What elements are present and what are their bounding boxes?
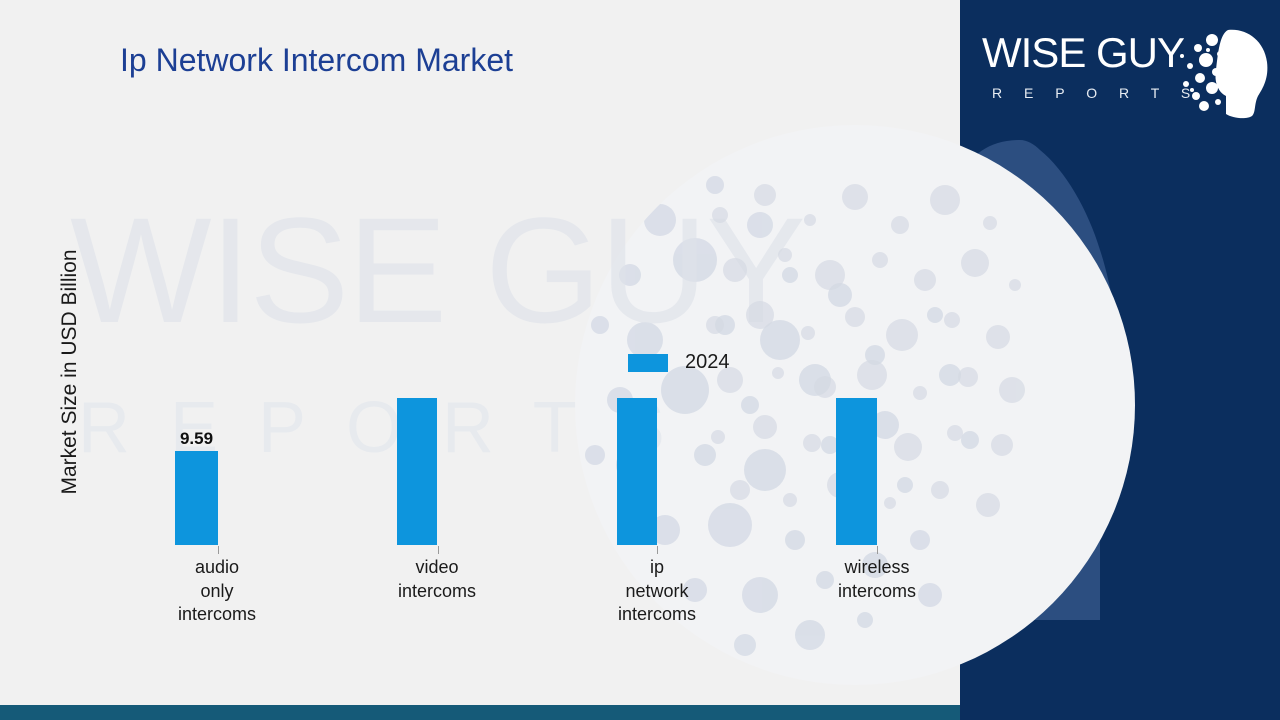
- x-axis-label-line: intercoms: [837, 580, 917, 601]
- logo-wordmark: WISE GUY: [982, 29, 1185, 76]
- x-axis-tick: [657, 546, 658, 554]
- bar-wireless-intercoms: [836, 398, 877, 545]
- bar-ip-network-intercoms: [617, 398, 657, 545]
- logo-tagline: R E P O R T S: [992, 85, 1200, 101]
- bar-rect: [836, 398, 877, 545]
- x-axis-label-line: audio: [194, 557, 240, 577]
- page-title: Ip Network Intercom Market: [120, 42, 513, 78]
- bar-value-label: 9.59: [179, 429, 214, 448]
- x-axis-label-line: only: [200, 580, 234, 601]
- x-axis-label-wireless-intercoms: wireless intercoms: [782, 556, 972, 603]
- x-axis-label-line: video: [415, 557, 459, 577]
- x-axis-tick: [877, 546, 878, 554]
- bar-rect: [175, 451, 218, 545]
- x-axis-label-line: intercoms: [397, 580, 477, 601]
- footer-accent-bar: [0, 705, 960, 720]
- x-axis-label-line: network: [625, 580, 689, 601]
- legend-label-2024: 2024: [685, 351, 730, 373]
- x-axis-label-ip-network-intercoms: ip network intercoms: [562, 556, 752, 627]
- bar-video-intercoms: [397, 398, 437, 545]
- x-axis-label-line: intercoms: [177, 604, 257, 624]
- x-axis-label-line: intercoms: [617, 604, 697, 624]
- x-axis-label-line: ip: [649, 557, 664, 577]
- legend-swatch-2024: [628, 353, 668, 372]
- plot-area: Market Size in USD Billion 9.59 audio on…: [58, 249, 916, 627]
- x-axis-tick: [218, 546, 219, 554]
- bar-audio-only-intercoms: 9.59: [175, 429, 218, 545]
- brand-logo: WISE GUY R E P O R T S: [978, 28, 1268, 119]
- x-axis-label-audio-only-intercoms: audio only intercoms: [122, 556, 312, 627]
- x-axis-tick: [438, 546, 439, 554]
- bar-rect: [617, 398, 657, 545]
- bar-rect: [397, 398, 437, 545]
- y-axis-label: Market Size in USD Billion: [58, 249, 81, 495]
- chart-legend: 2024: [628, 351, 730, 374]
- logo-face-icon: [1180, 29, 1268, 119]
- x-axis-label-video-intercoms: video intercoms: [342, 556, 532, 603]
- x-axis-label-line: wireless: [844, 557, 910, 577]
